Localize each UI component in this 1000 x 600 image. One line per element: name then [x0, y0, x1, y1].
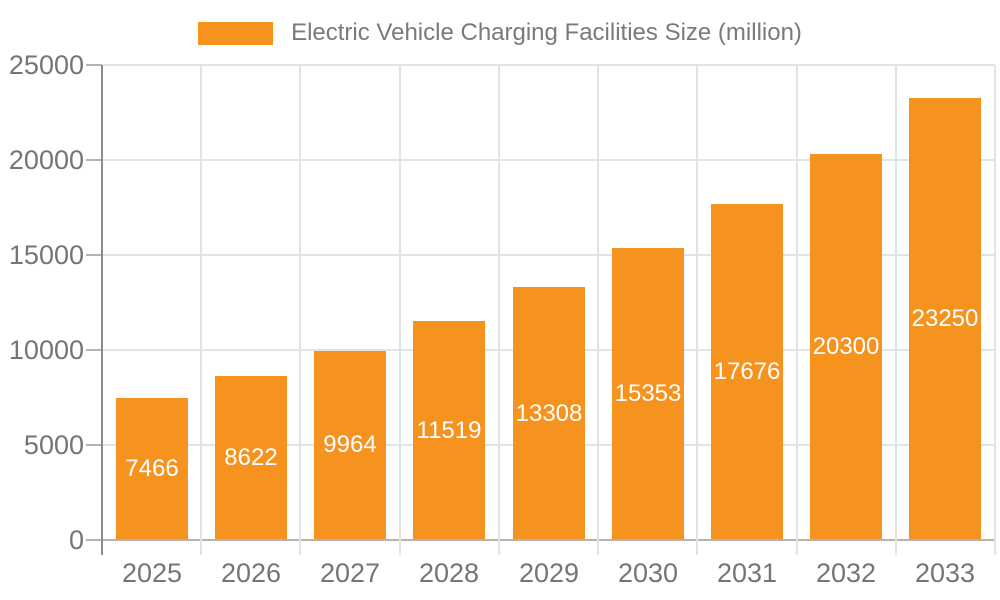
- bar-value-label: 9964: [323, 431, 377, 458]
- y-tick-mark: [86, 349, 102, 351]
- legend-swatch: [198, 21, 274, 45]
- y-tick-mark: [86, 64, 102, 66]
- gridline-vertical: [299, 65, 301, 555]
- x-tick-label: 2030: [617, 558, 679, 588]
- y-tick-label: 15000: [8, 240, 84, 270]
- gridline-horizontal: [102, 64, 995, 66]
- legend[interactable]: Electric Vehicle Charging Facilities Siz…: [0, 19, 1000, 47]
- x-tick-label: 2026: [220, 558, 282, 588]
- y-tick-mark: [86, 254, 102, 256]
- bar-value-label: 23250: [911, 305, 979, 332]
- y-tick-label: 25000: [8, 50, 84, 80]
- x-tick-label: 2025: [121, 558, 183, 588]
- gridline-vertical: [994, 65, 996, 555]
- bar: [215, 376, 287, 539]
- bar: [413, 321, 485, 539]
- y-tick-mark: [86, 539, 102, 541]
- bar: [711, 204, 783, 539]
- gridline-vertical: [597, 65, 599, 555]
- bar-value-label: 11519: [416, 417, 482, 444]
- bar-value-label: 8622: [224, 444, 278, 471]
- y-axis-line: [101, 65, 103, 555]
- bar-value-label: 7466: [125, 455, 179, 482]
- bar-value-label: 20300: [812, 333, 880, 360]
- baseline: [102, 539, 995, 541]
- y-tick-label: 0: [68, 525, 84, 555]
- gridline-vertical: [200, 65, 202, 555]
- bar: [612, 248, 684, 539]
- y-tick-mark: [86, 159, 102, 161]
- bar: [513, 287, 585, 539]
- gridline-vertical: [796, 65, 798, 555]
- x-tick-label: 2031: [716, 558, 778, 588]
- gridline-vertical: [895, 65, 897, 555]
- bar-value-label: 15353: [614, 380, 682, 407]
- gridline-horizontal: [102, 159, 995, 161]
- gridline-vertical: [696, 65, 698, 555]
- y-tick-label: 5000: [23, 430, 84, 460]
- legend-label: Electric Vehicle Charging Facilities Siz…: [291, 19, 802, 46]
- y-tick-mark: [86, 444, 102, 446]
- gridline-vertical: [498, 65, 500, 555]
- bar-value-label: 13308: [515, 400, 583, 427]
- x-tick-label: 2029: [518, 558, 580, 588]
- gridline-horizontal: [102, 254, 995, 256]
- y-tick-label: 10000: [8, 335, 84, 365]
- bar: [116, 398, 188, 539]
- bar-value-label: 17676: [713, 358, 781, 385]
- bar: [314, 351, 386, 539]
- x-tick-label: 2027: [319, 558, 381, 588]
- bar: [909, 98, 981, 539]
- y-tick-label: 20000: [8, 145, 84, 175]
- gridline-vertical: [399, 65, 401, 555]
- bar: [810, 154, 882, 539]
- x-tick-label: 2033: [914, 558, 976, 588]
- x-tick-label: 2028: [418, 558, 480, 588]
- x-tick-label: 2032: [815, 558, 877, 588]
